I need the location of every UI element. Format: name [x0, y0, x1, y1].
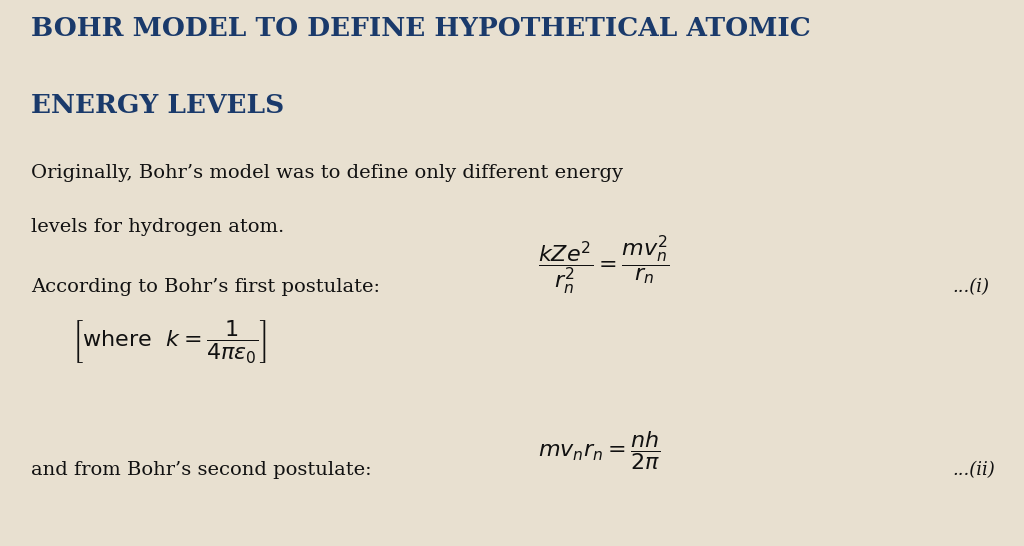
Text: $mv_n r_n = \dfrac{nh}{2\pi}$: $mv_n r_n = \dfrac{nh}{2\pi}$ [538, 429, 660, 472]
Text: ENERGY LEVELS: ENERGY LEVELS [31, 93, 284, 118]
Text: $\left[\mathrm{where}\ \ k = \dfrac{1}{4\pi\varepsilon_0}\right]$: $\left[\mathrm{where}\ \ k = \dfrac{1}{4… [72, 318, 267, 365]
Text: According to Bohr’s first postulate:: According to Bohr’s first postulate: [31, 278, 380, 296]
Text: ...(i): ...(i) [952, 278, 989, 296]
Text: and from Bohr’s second postulate:: and from Bohr’s second postulate: [31, 461, 372, 479]
Text: BOHR MODEL TO DEFINE HYPOTHETICAL ATOMIC: BOHR MODEL TO DEFINE HYPOTHETICAL ATOMIC [31, 16, 810, 41]
Text: levels for hydrogen atom.: levels for hydrogen atom. [31, 218, 284, 236]
Text: Originally, Bohr’s model was to define only different energy: Originally, Bohr’s model was to define o… [31, 164, 623, 182]
Text: $\dfrac{kZe^2}{r_n^2} = \dfrac{mv_n^2}{r_n}$: $\dfrac{kZe^2}{r_n^2} = \dfrac{mv_n^2}{r… [538, 233, 670, 296]
Text: ...(ii): ...(ii) [952, 461, 995, 479]
